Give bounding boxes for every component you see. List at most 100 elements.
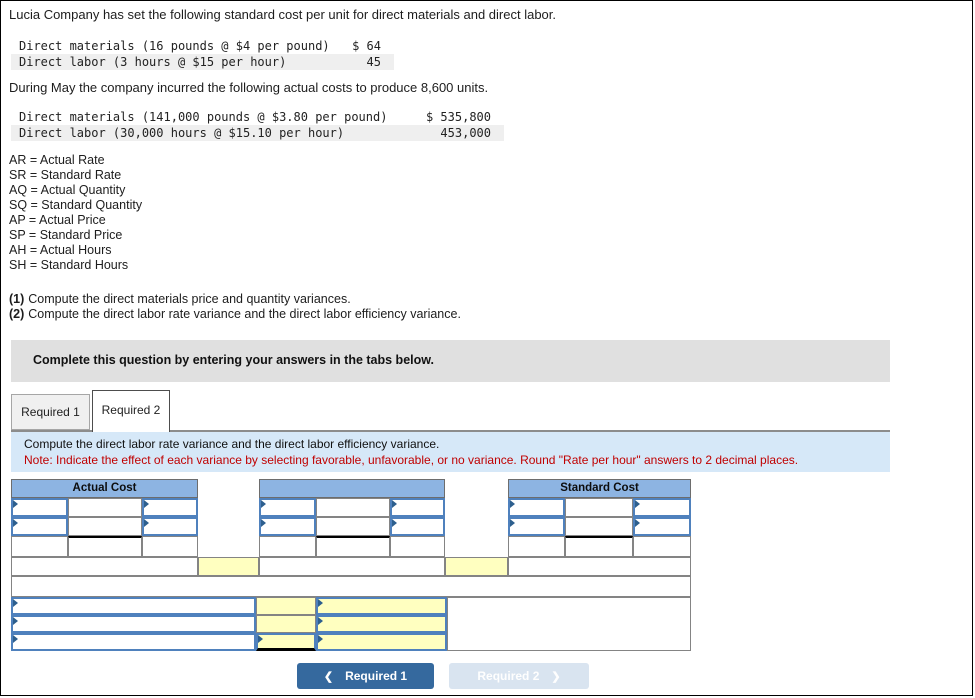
column-header-actual-cost: Actual Cost (11, 479, 198, 498)
spacer-cell (198, 498, 259, 517)
worksheet-input-cell[interactable] (11, 498, 68, 517)
worksheet-input-cell[interactable] (259, 498, 316, 517)
worksheet-input-cell[interactable] (390, 498, 445, 517)
worksheet-cell (68, 498, 142, 517)
variance-label-input-cell[interactable] (11, 615, 256, 633)
cost-label: Direct materials (141,000 pounds @ $3.80… (19, 110, 388, 124)
dropdown-marker-icon (258, 635, 263, 643)
worksheet-input-cell[interactable] (390, 517, 445, 536)
actual-cost-intro-text: During May the company incurred the foll… (9, 80, 489, 95)
cost-label: Direct materials (16 pounds @ $4 per pou… (19, 39, 330, 53)
spacer-cell (198, 536, 259, 557)
dropdown-marker-icon (318, 599, 323, 607)
column-header-standard-cost: Standard Cost (508, 479, 691, 498)
legend-item: SP = Standard Price (9, 228, 123, 242)
worksheet-merged-cell (508, 557, 691, 576)
variance-effect-input-cell[interactable] (316, 633, 447, 651)
dropdown-marker-icon (13, 635, 18, 643)
worksheet-total-cell (68, 536, 142, 557)
spacer-cell (198, 517, 259, 536)
spacer-cell (198, 479, 259, 498)
variance-value-cell (256, 597, 316, 615)
worksheet-input-cell[interactable] (633, 498, 691, 517)
dropdown-marker-icon (392, 519, 397, 527)
dropdown-marker-icon (510, 519, 515, 527)
variance-effect-input-cell[interactable] (316, 597, 447, 615)
legend-item: SR = Standard Rate (9, 168, 122, 182)
legend-item: AH = Actual Hours (9, 243, 112, 257)
spacer-cell (445, 517, 508, 536)
dropdown-marker-icon (13, 500, 18, 508)
instruction-note: Note: Indicate the effect of each varian… (24, 453, 799, 467)
table-row: Direct materials (16 pounds @ $4 per pou… (11, 38, 394, 54)
worksheet-input-cell[interactable] (142, 517, 198, 536)
dropdown-marker-icon (13, 617, 18, 625)
variance-effect-input-cell[interactable] (316, 615, 447, 633)
cost-value: 453,000 (440, 126, 491, 140)
tab-required-1[interactable]: Required 1 (11, 394, 90, 430)
legend-item: AR = Actual Rate (9, 153, 105, 167)
variance-summary-grid (11, 597, 691, 651)
instruction-text: Compute the direct labor rate variance a… (24, 437, 440, 451)
next-required-2-button[interactable]: Required 2 ❯ (449, 663, 589, 689)
worksheet-merged-cell (447, 597, 691, 651)
worksheet-cell (390, 536, 445, 557)
worksheet-cell (508, 536, 565, 557)
worksheet-input-cell[interactable] (508, 498, 565, 517)
cost-label: Direct labor (3 hours @ $15 per hour) (19, 55, 287, 69)
cost-label: Direct labor (30,000 hours @ $15.10 per … (19, 126, 345, 140)
worksheet-input-cell[interactable] (508, 517, 565, 536)
dropdown-marker-icon (635, 519, 640, 527)
dropdown-marker-icon (392, 500, 397, 508)
variance-value-cell (256, 615, 316, 633)
next-button-label: Required 2 (477, 669, 540, 683)
task-number: (1) (9, 292, 25, 306)
table-row: Direct labor (3 hours @ $15 per hour) 45 (11, 54, 394, 70)
variance-amount-cell (445, 557, 508, 576)
tab-required-2[interactable]: Required 2 (92, 390, 170, 432)
task-item: (1) Compute the direct materials price an… (9, 292, 461, 307)
worksheet-input-cell[interactable] (633, 517, 691, 536)
variance-label-input-cell[interactable] (11, 633, 256, 651)
dropdown-marker-icon (144, 500, 149, 508)
worksheet-cell (316, 498, 390, 517)
spacer-cell (445, 479, 508, 498)
abbreviation-legend: AR = Actual Rate SR = Standard Rate AQ =… (9, 153, 142, 273)
legend-item: AQ = Actual Quantity (9, 183, 126, 197)
variance-amount-cell (198, 557, 259, 576)
worksheet-input-cell[interactable] (11, 517, 68, 536)
dropdown-marker-icon (261, 519, 266, 527)
cost-value: $ 64 (352, 39, 381, 53)
variance-worksheet-grid: Actual Cost Standard Cost (11, 479, 691, 597)
dropdown-marker-icon (13, 519, 18, 527)
table-row: Direct labor (30,000 hours @ $15.10 per … (11, 125, 504, 141)
worksheet-total-cell (565, 536, 633, 557)
prev-button-label: Required 1 (345, 669, 408, 683)
worksheet-total-cell (316, 536, 390, 557)
variance-value-input-cell-focused[interactable] (256, 633, 316, 651)
cost-value: 45 (366, 55, 381, 69)
dropdown-marker-icon (144, 519, 149, 527)
worksheet-cell (68, 517, 142, 536)
standard-cost-table: Direct materials (16 pounds @ $4 per pou… (11, 38, 394, 70)
task-item: (2) Compute the direct labor rate varianc… (9, 307, 461, 322)
dropdown-marker-icon (510, 500, 515, 508)
worksheet-input-cell[interactable] (142, 498, 198, 517)
problem-intro-text: Lucia Company has set the following stan… (9, 7, 557, 22)
chevron-right-icon: ❯ (551, 670, 561, 683)
worksheet-cell (259, 536, 316, 557)
table-row: Direct materials (141,000 pounds @ $3.80… (11, 109, 504, 125)
instruction-panel: Compute the direct labor rate variance a… (11, 430, 890, 472)
legend-item: AP = Actual Price (9, 213, 106, 227)
worksheet-merged-cell (259, 557, 445, 576)
worksheet-cell (142, 536, 198, 557)
worksheet-input-cell[interactable] (259, 517, 316, 536)
prev-required-1-button[interactable]: ❮ Required 1 (297, 663, 434, 689)
task-text: Compute the direct materials price and q… (28, 292, 351, 306)
worksheet-cell (565, 517, 633, 536)
variance-label-input-cell[interactable] (11, 597, 256, 615)
legend-item: SH = Standard Hours (9, 258, 129, 272)
dropdown-marker-icon (318, 617, 323, 625)
complete-question-banner: Complete this question by entering your … (11, 340, 890, 382)
dropdown-marker-icon (318, 635, 323, 643)
